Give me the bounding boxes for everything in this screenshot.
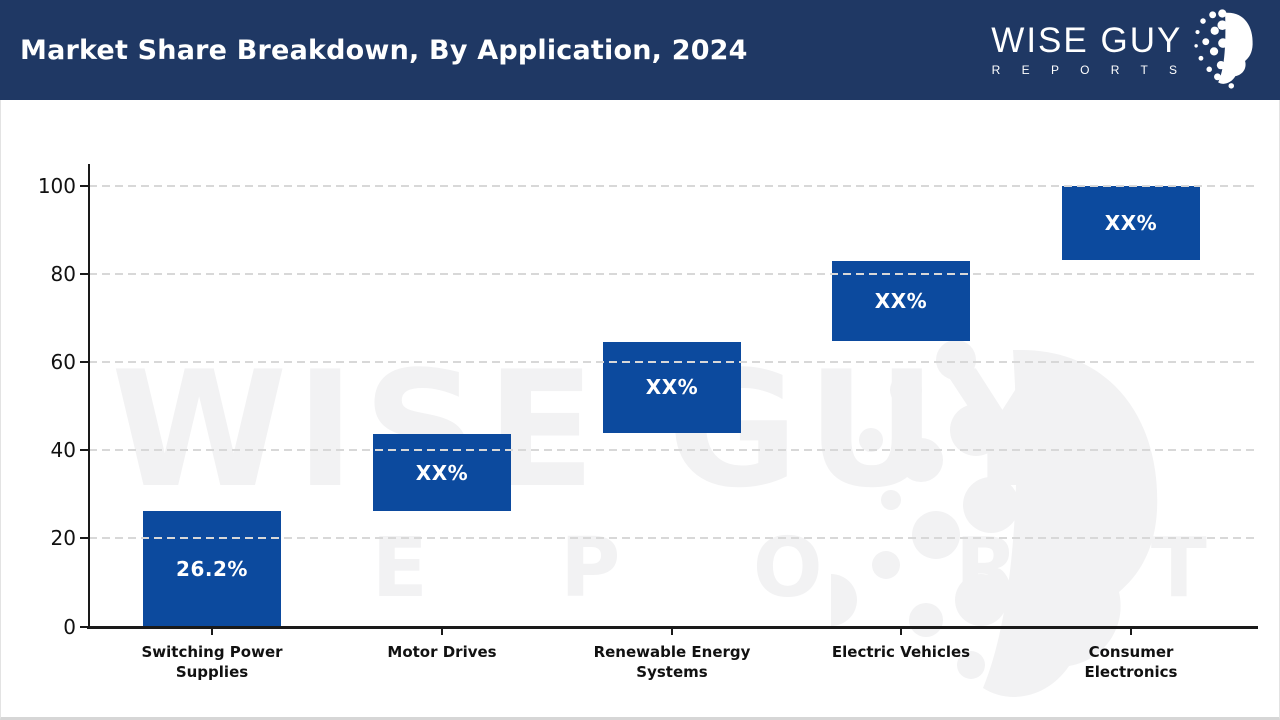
y-tick-label-80: 80 [50, 262, 76, 287]
watermark-head-graphic [831, 340, 1158, 697]
x-tick-3 [671, 627, 673, 635]
category-label-4: Electric Vehicles [786, 642, 1016, 662]
bar-3: XX% [603, 341, 741, 433]
gridline-80 [89, 273, 1256, 276]
gridline-60 [89, 361, 1256, 364]
x-axis-line [87, 625, 1258, 629]
y-tick-100 [80, 185, 88, 187]
y-tick-label-40: 40 [50, 438, 76, 463]
category-label-line: Switching Power [141, 642, 283, 661]
bar-value-label: XX% [645, 375, 699, 400]
y-tick-label-60: 60 [50, 350, 76, 375]
gridline-100 [89, 185, 1256, 187]
bar-value-label: XX% [1104, 211, 1158, 236]
logo-text: WISE GUY R E P O R T S [988, 23, 1186, 77]
y-tick-60 [80, 361, 88, 364]
y-tick-label-0: 0 [63, 614, 76, 639]
x-tick-1 [211, 627, 213, 635]
category-label-line: Supplies [175, 662, 249, 681]
category-label-line: Electric Vehicles [831, 642, 971, 661]
y-tick-20 [80, 537, 88, 540]
category-label-line: Renewable Energy [593, 642, 751, 661]
bar-value-label: XX% [415, 460, 469, 485]
category-label-1: Switching Power Supplies [97, 642, 327, 682]
bar-2: XX% [373, 434, 511, 512]
category-label-line: Electronics [1084, 662, 1178, 681]
bar-5: XX% [1062, 186, 1200, 261]
category-label-line: Systems [636, 662, 708, 681]
y-tick-label-20: 20 [50, 526, 76, 551]
logo-subtitle: R E P O R T S [991, 63, 1186, 77]
gridline-40 [89, 449, 1256, 452]
y-tick-80 [80, 273, 88, 276]
gridline-20 [89, 537, 1256, 540]
y-axis-line [88, 164, 90, 629]
category-label-line: Motor Drives [387, 642, 497, 661]
bar-1: 26.2% [143, 511, 281, 627]
logo-head-icon [1194, 9, 1253, 89]
bar-value-label: XX% [874, 288, 928, 313]
category-label-line: Consumer [1088, 642, 1174, 661]
bar-value-label: 26.2% [176, 556, 248, 581]
x-tick-4 [900, 627, 902, 635]
x-tick-5 [1130, 627, 1132, 635]
category-label-3: Renewable Energy Systems [557, 642, 787, 682]
y-tick-label-100: 100 [37, 174, 76, 198]
header-bar: Market Share Breakdown, By Application, … [0, 0, 1280, 100]
category-label-2: Motor Drives [327, 642, 557, 662]
category-label-5: Consumer Electronics [1016, 642, 1246, 682]
chart-title: Market Share Breakdown, By Application, … [20, 34, 748, 66]
y-tick-0 [80, 625, 88, 628]
chart-canvas: WISE GUY R E P O R T S 26.2%XX%XX%XX%XX%… [0, 100, 1280, 720]
y-tick-40 [80, 449, 88, 452]
x-tick-2 [441, 627, 443, 635]
wise-guy-logo: WISE GUY R E P O R T S [988, 8, 1254, 92]
logo-wordmark: WISE GUY [991, 21, 1183, 60]
